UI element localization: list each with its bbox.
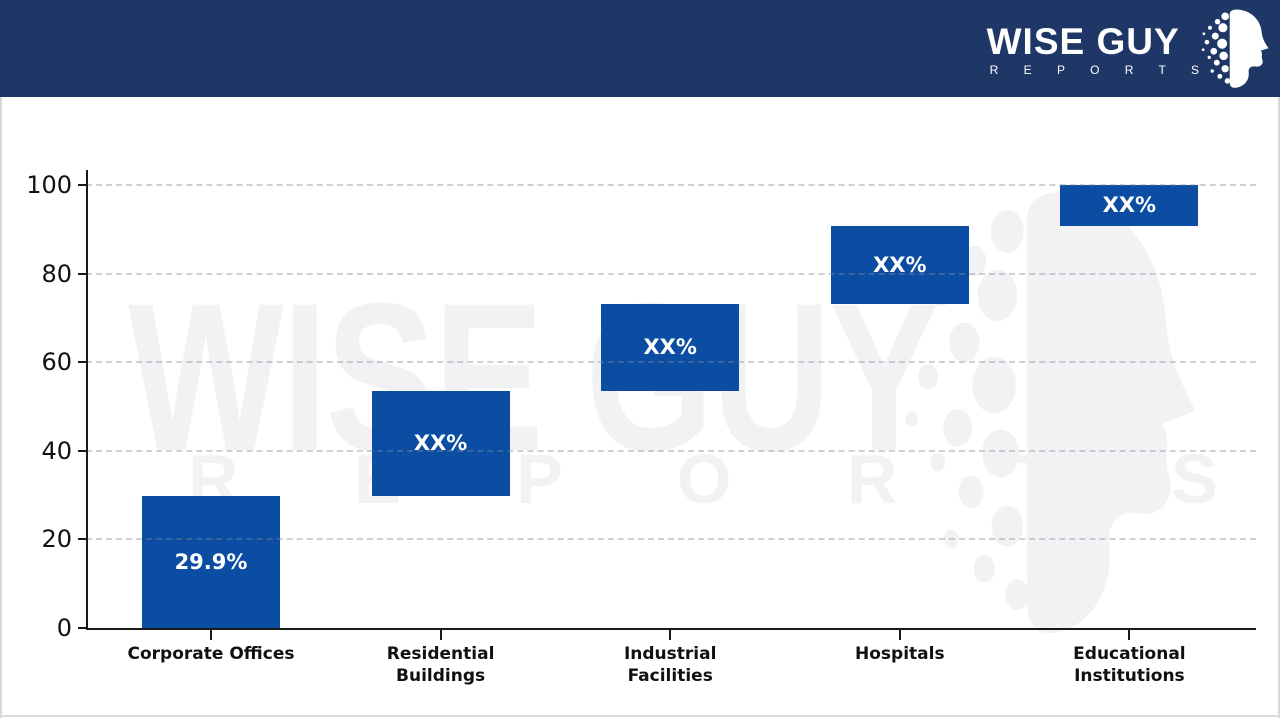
- frame-right-edge: [1278, 97, 1280, 718]
- x-category-label: Corporate Offices: [127, 644, 295, 664]
- x-tick-mark: [898, 630, 901, 640]
- y-axis-line: [86, 170, 88, 630]
- gridline-20: [86, 538, 1256, 541]
- y-tick-mark-20: [78, 538, 86, 541]
- x-tick-mark: [210, 630, 212, 640]
- y-tick-mark-60: [78, 361, 86, 364]
- x-axis-line: [86, 628, 1256, 630]
- frame-left-edge: [0, 97, 2, 718]
- bar-segment: [601, 303, 740, 391]
- gridline-40: [86, 449, 1256, 452]
- bar-value-label: XX%: [413, 431, 468, 456]
- x-tick-mark: [1128, 630, 1131, 640]
- x-tick-mark: [439, 630, 442, 640]
- y-tick-label-60: 60: [41, 348, 72, 377]
- header-bar: [0, 0, 1280, 97]
- brand-logo: WISE GUY R E P O R T S: [987, 4, 1270, 94]
- bar-value-label: XX%: [1102, 193, 1157, 218]
- frame-bottom-edge: [0, 715, 1280, 717]
- bar-segment: [142, 495, 280, 628]
- gridline-80: [86, 272, 1256, 275]
- x-category-label: Educational Institutions: [1073, 644, 1186, 687]
- gridline-100: [86, 184, 1256, 186]
- watermark-wordmark: WISE GUY: [128, 259, 939, 495]
- y-tick-label-20: 20: [41, 525, 72, 554]
- y-tick-mark-40: [78, 449, 86, 452]
- brand-wordmark: WISE GUY R E P O R T S: [987, 23, 1210, 76]
- y-tick-mark-0: [78, 627, 86, 629]
- bar-value-label: 29.9%: [174, 549, 248, 574]
- x-category-label: Hospitals: [855, 644, 945, 664]
- bar-value-label: XX%: [873, 252, 927, 277]
- x-tick-mark: [669, 630, 672, 640]
- y-tick-mark-80: [78, 272, 86, 275]
- y-tick-mark-100: [78, 184, 86, 186]
- brand-name: WISE GUY: [986, 20, 1180, 62]
- x-category-label: Industrial Facilities: [623, 644, 717, 687]
- gridline-60: [86, 361, 1256, 364]
- y-tick-label-0: 0: [56, 614, 72, 642]
- bar-segment: [830, 225, 969, 304]
- bar-value-label: XX%: [643, 335, 697, 360]
- y-tick-label-80: 80: [41, 259, 72, 288]
- bar-segment: [371, 390, 510, 496]
- bar-segment: [1060, 185, 1199, 226]
- y-tick-label-40: 40: [41, 436, 72, 465]
- brand-subtitle: R E P O R T S: [989, 62, 1210, 77]
- x-category-label: Residential Buildings: [386, 644, 495, 687]
- y-tick-label-100: 100: [26, 171, 72, 199]
- brand-face-icon: [1201, 9, 1269, 88]
